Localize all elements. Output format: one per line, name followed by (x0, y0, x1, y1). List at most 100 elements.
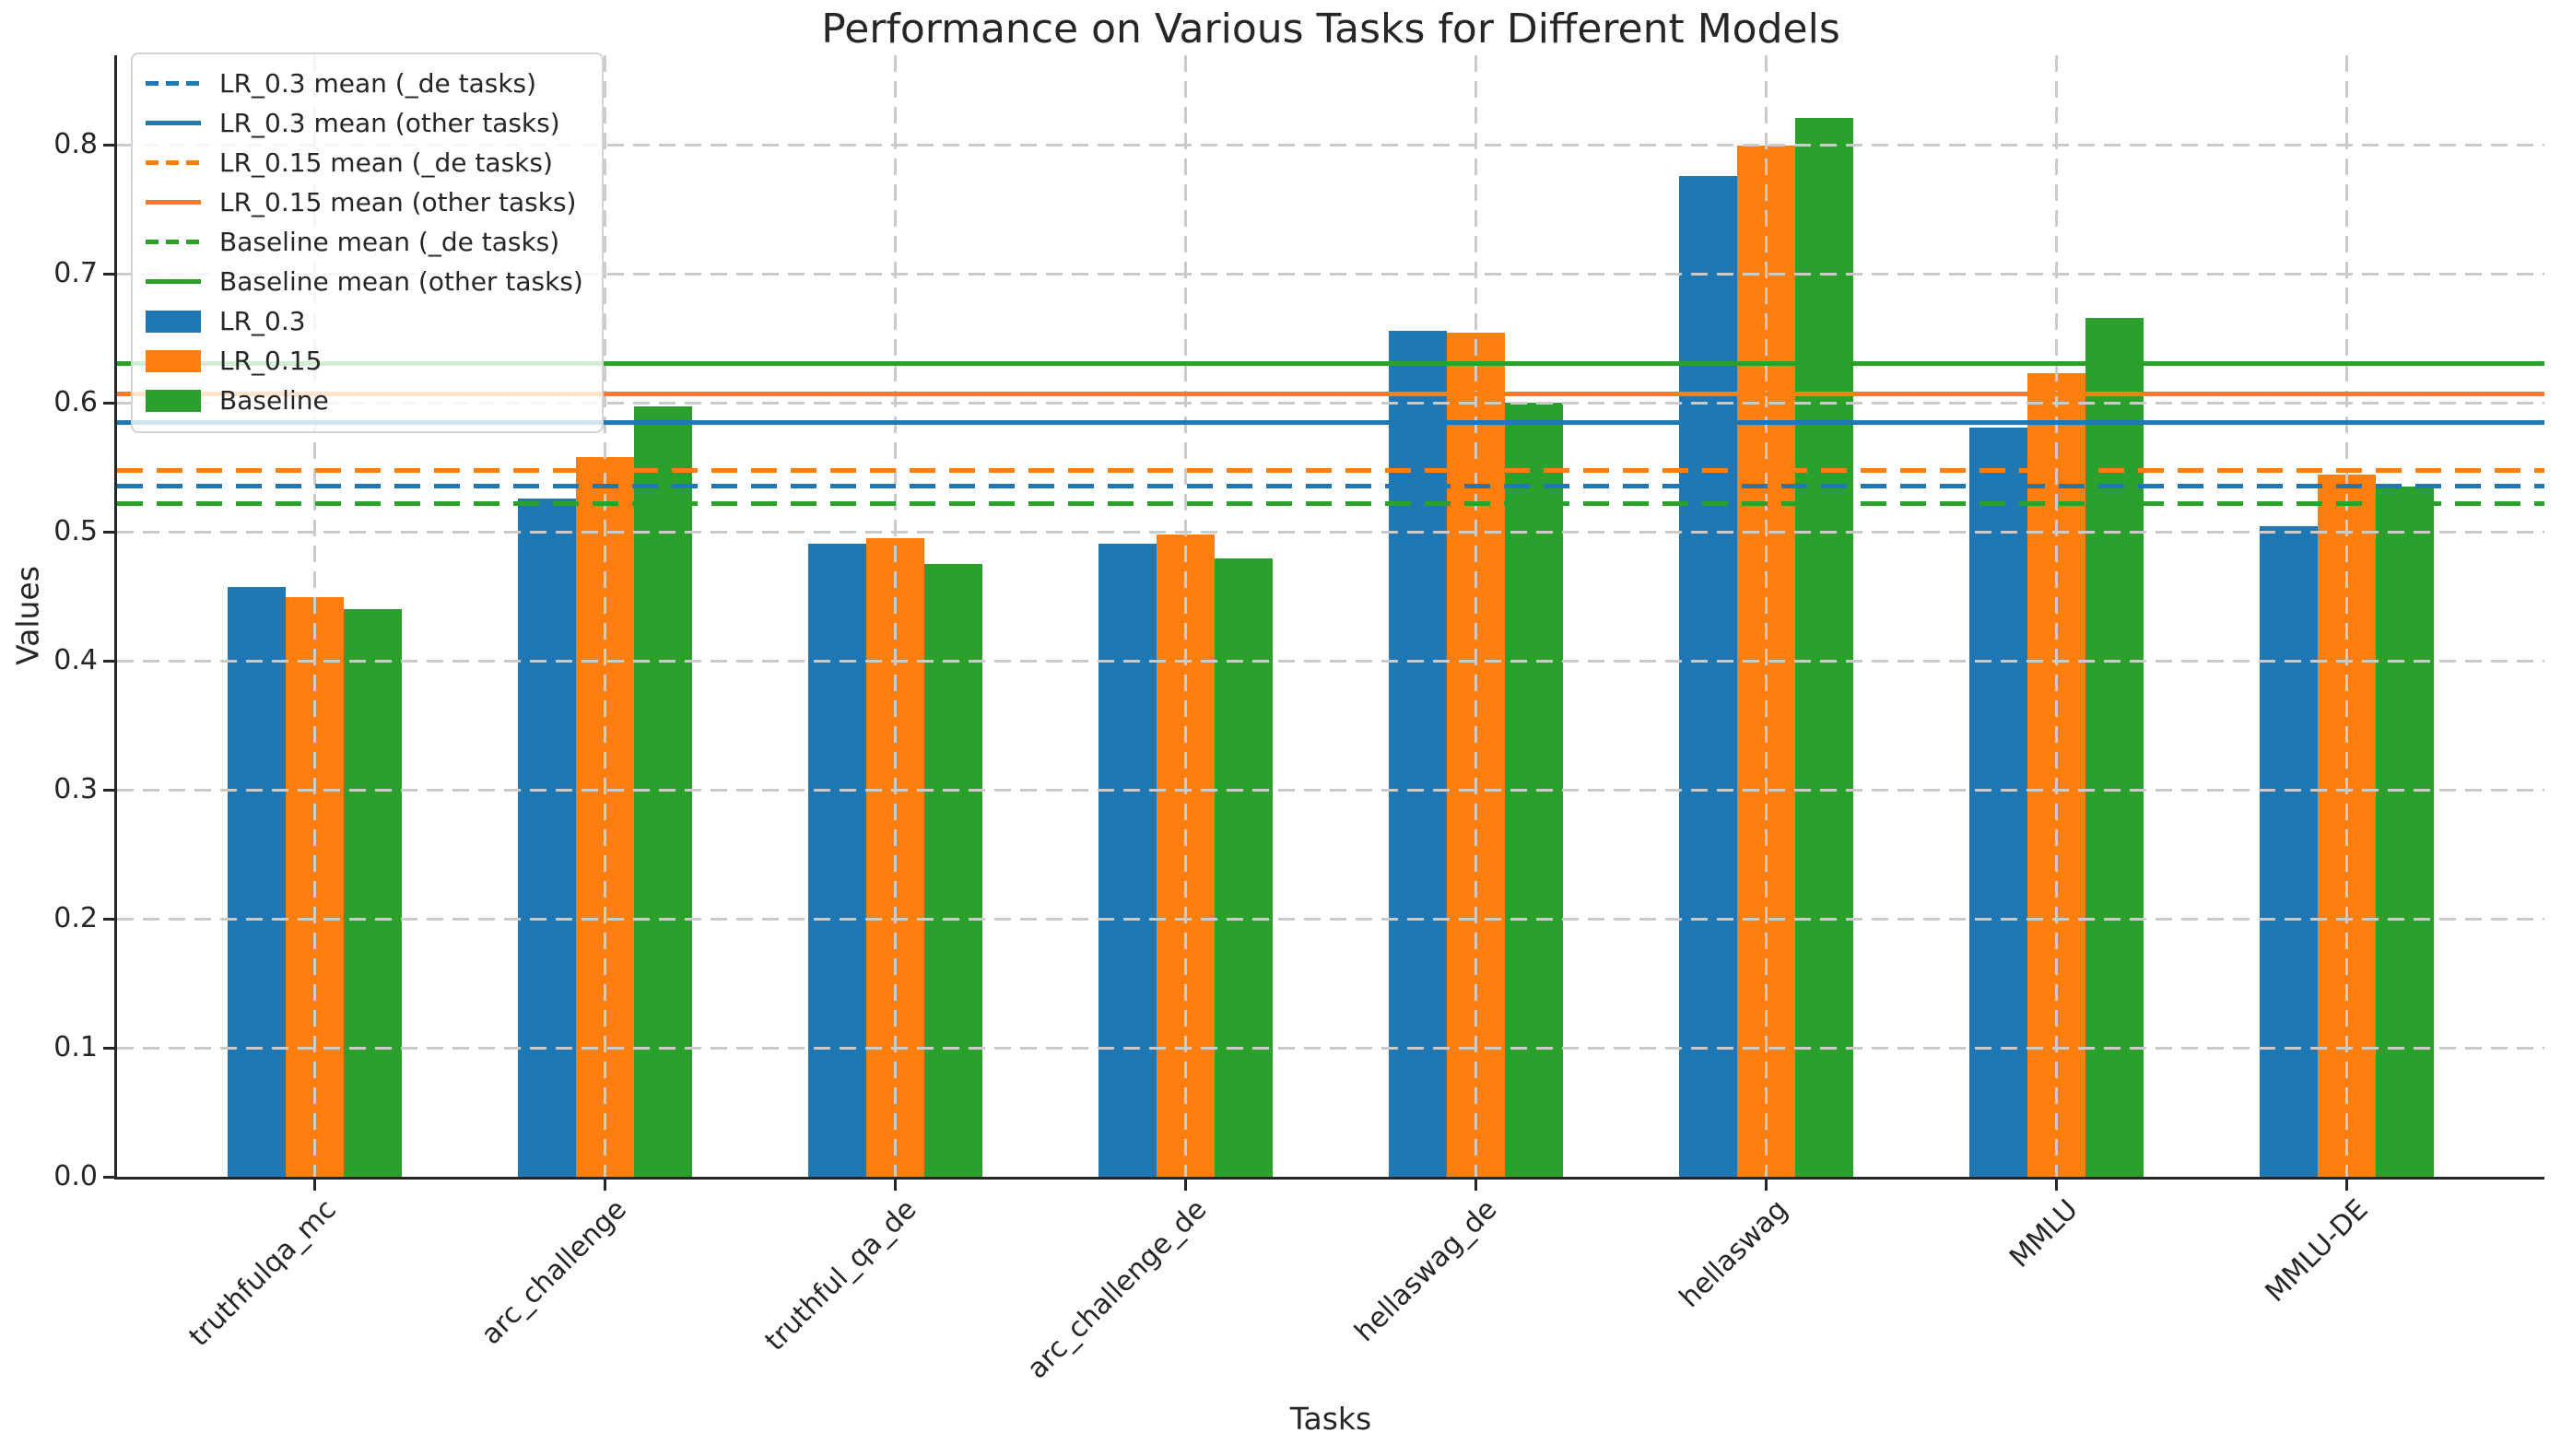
x-tick-label: arc_challenge (475, 1193, 633, 1352)
bar-LR_0.3-hellaswag (1678, 175, 1737, 1177)
legend-patch-swatch (146, 310, 201, 333)
x-tick (894, 1180, 897, 1191)
bar-Baseline-MMLU (2085, 317, 2144, 1177)
x-tick-label: arc_challenge_de (1021, 1193, 1214, 1386)
x-tick-label: hellaswag (1673, 1193, 1794, 1314)
y-tick-label: 0.0 (53, 1160, 98, 1192)
legend-label: LR_0.3 (219, 306, 306, 336)
legend-patch-swatch (146, 389, 201, 412)
x-tick-label: truthfulqa_mc (182, 1193, 343, 1354)
legend-entry: LR_0.15 mean (other tasks) (146, 182, 583, 222)
v-gridline (894, 55, 897, 1177)
legend-label: Baseline mean (_de tasks) (219, 227, 560, 257)
y-tick-label: 0.6 (53, 386, 98, 418)
x-axis-label: Tasks (1289, 1401, 1372, 1437)
x-tick-label: MMLU-DE (2259, 1193, 2375, 1309)
legend-entry: LR_0.15 (146, 341, 583, 381)
y-tick-label: 0.8 (53, 128, 98, 160)
x-tick (1474, 1180, 1477, 1191)
legend-entry: LR_0.15 mean (_de tasks) (146, 143, 583, 182)
legend-label: LR_0.15 (219, 346, 323, 376)
v-gridline (604, 55, 606, 1177)
legend-entry: Baseline mean (other tasks) (146, 262, 583, 301)
x-tick-label: truthful_qa_de (758, 1193, 923, 1358)
h-gridline (117, 660, 2544, 663)
bar-LR_0.3-hellaswag_de (1388, 330, 1447, 1177)
h-gridline (117, 144, 2544, 147)
y-tick-label: 0.7 (53, 257, 98, 289)
x-axis-spine (114, 1177, 2544, 1180)
mean-line-Baseline mean (_de tasks) (117, 500, 2544, 506)
bar-Baseline-hellaswag (1794, 117, 1853, 1177)
legend-label: LR_0.3 mean (_de tasks) (219, 68, 537, 99)
legend-dashed-line-swatch (146, 81, 201, 86)
mean-line-Baseline mean (other tasks) (117, 360, 2544, 366)
v-gridline (313, 55, 316, 1177)
x-tick (1184, 1180, 1187, 1191)
y-axis-spine (114, 55, 117, 1180)
v-gridline (2345, 55, 2348, 1177)
v-gridline (1765, 55, 1768, 1177)
y-tick (103, 144, 114, 147)
v-gridline (1184, 55, 1187, 1177)
legend-solid-line-swatch (146, 279, 201, 284)
h-gridline (117, 918, 2544, 921)
y-tick (103, 660, 114, 663)
bar-LR_0.3-truthfulqa_mc (227, 587, 286, 1177)
bar-LR_0.3-MMLU-DE (2259, 526, 2318, 1177)
bar-LR_0.3-arc_challenge_de (1098, 543, 1157, 1177)
x-tick (2345, 1180, 2348, 1191)
legend-dashed-line-swatch (146, 240, 201, 244)
x-tick-label: MMLU (2003, 1193, 2085, 1274)
h-gridline (117, 1047, 2544, 1050)
legend-label: Baseline mean (other tasks) (219, 266, 583, 297)
h-gridline (117, 273, 2544, 276)
legend-label: LR_0.3 mean (other tasks) (219, 108, 560, 138)
h-gridline (117, 402, 2544, 405)
mean-line-LR_0.15 mean (_de tasks) (117, 468, 2544, 474)
legend-entry: LR_0.3 (146, 301, 583, 341)
legend-patch-swatch (146, 349, 201, 372)
y-tick (103, 273, 114, 276)
legend-label: LR_0.15 mean (_de tasks) (219, 147, 553, 178)
x-tick (313, 1180, 316, 1191)
y-tick (103, 1176, 114, 1179)
y-tick-label: 0.3 (53, 773, 98, 805)
x-tick (1765, 1180, 1768, 1191)
legend-entry: LR_0.3 mean (_de tasks) (146, 64, 583, 103)
bar-LR_0.3-arc_challenge (517, 498, 576, 1177)
y-axis-label: Values (9, 566, 46, 665)
legend-entry: Baseline mean (_de tasks) (146, 222, 583, 262)
legend-label: Baseline (219, 385, 329, 416)
bar-Baseline-truthful_qa_de (923, 564, 982, 1177)
bar-LR_0.3-MMLU (1968, 427, 2027, 1177)
y-tick-label: 0.5 (53, 515, 98, 547)
y-tick-label: 0.1 (53, 1031, 98, 1063)
v-gridline (2055, 55, 2058, 1177)
legend: LR_0.3 mean (_de tasks) LR_0.3 mean (othe… (131, 53, 604, 433)
bar-Baseline-arc_challenge_de (1214, 558, 1273, 1177)
y-tick-label: 0.4 (53, 644, 98, 676)
legend-dashed-line-swatch (146, 160, 201, 165)
h-gridline (117, 531, 2544, 534)
chart-title: Performance on Various Tasks for Differe… (821, 6, 1840, 53)
mean-line-LR_0.3 mean (_de tasks) (117, 484, 2544, 489)
x-tick (604, 1180, 606, 1191)
h-gridline (117, 789, 2544, 792)
y-tick (103, 1047, 114, 1050)
legend-solid-line-swatch (146, 200, 201, 205)
v-gridline (1474, 55, 1477, 1177)
y-tick-label: 0.2 (53, 902, 98, 934)
x-tick (2055, 1180, 2058, 1191)
mean-line-LR_0.15 mean (other tasks) (117, 391, 2544, 396)
x-tick-label: hellaswag_de (1348, 1193, 1504, 1349)
legend-entry: Baseline (146, 381, 583, 420)
bar-Baseline-arc_challenge (633, 406, 692, 1177)
bar-Baseline-MMLU-DE (2375, 487, 2434, 1177)
bar-LR_0.3-truthful_qa_de (807, 543, 866, 1177)
bar-Baseline-truthfulqa_mc (343, 609, 402, 1177)
y-tick (103, 918, 114, 921)
legend-entry: LR_0.3 mean (other tasks) (146, 103, 583, 143)
